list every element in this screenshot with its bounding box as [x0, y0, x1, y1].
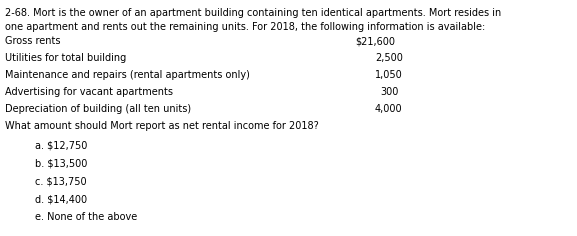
Text: 2,500: 2,500 — [375, 53, 403, 63]
Text: 2-68. Mort is the owner of an apartment building containing ten identical apartm: 2-68. Mort is the owner of an apartment … — [5, 8, 501, 18]
Text: 300: 300 — [380, 87, 398, 97]
Text: What amount should Mort report as net rental income for 2018?: What amount should Mort report as net re… — [5, 121, 319, 131]
Text: Maintenance and repairs (rental apartments only): Maintenance and repairs (rental apartmen… — [5, 70, 250, 80]
Text: c. $13,750: c. $13,750 — [35, 176, 87, 186]
Text: b. $13,500: b. $13,500 — [35, 158, 87, 168]
Text: 1,050: 1,050 — [375, 70, 403, 80]
Text: Advertising for vacant apartments: Advertising for vacant apartments — [5, 87, 173, 97]
Text: one apartment and rents out the remaining units. For 2018, the following informa: one apartment and rents out the remainin… — [5, 22, 485, 32]
Text: $21,600: $21,600 — [355, 36, 395, 46]
Text: 4,000: 4,000 — [375, 104, 403, 114]
Text: a. $12,750: a. $12,750 — [35, 140, 87, 150]
Text: e. None of the above: e. None of the above — [35, 212, 137, 222]
Text: Utilities for total building: Utilities for total building — [5, 53, 126, 63]
Text: d. $14,400: d. $14,400 — [35, 194, 87, 204]
Text: Gross rents: Gross rents — [5, 36, 61, 46]
Text: Depreciation of building (all ten units): Depreciation of building (all ten units) — [5, 104, 191, 114]
